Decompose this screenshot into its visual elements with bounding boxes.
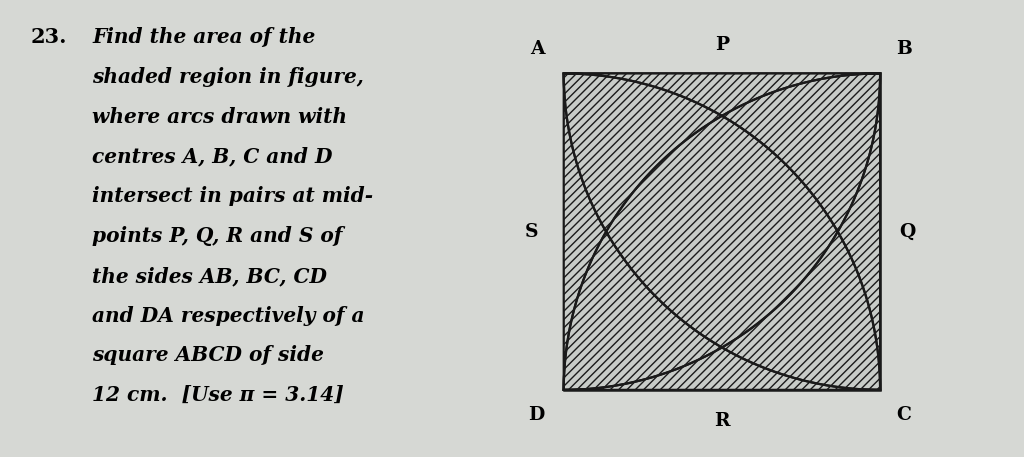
Text: A: A bbox=[530, 40, 545, 58]
Text: P: P bbox=[715, 37, 729, 54]
Text: Q: Q bbox=[899, 223, 915, 241]
Text: where arcs drawn with: where arcs drawn with bbox=[92, 107, 347, 127]
Text: centres A, B, C and D: centres A, B, C and D bbox=[92, 147, 333, 167]
Text: 12 cm.  [Use π = 3.14]: 12 cm. [Use π = 3.14] bbox=[92, 385, 344, 405]
Text: B: B bbox=[896, 40, 911, 58]
Text: 23.: 23. bbox=[31, 27, 68, 48]
Text: R: R bbox=[714, 412, 730, 430]
Text: points P, Q, R and S of: points P, Q, R and S of bbox=[92, 226, 343, 246]
Text: intersect in pairs at mid-: intersect in pairs at mid- bbox=[92, 186, 374, 207]
Text: square ABCD of side: square ABCD of side bbox=[92, 345, 325, 366]
Text: D: D bbox=[528, 406, 545, 424]
Text: shaded region in figure,: shaded region in figure, bbox=[92, 67, 365, 87]
Text: the sides AB, BC, CD: the sides AB, BC, CD bbox=[92, 266, 328, 286]
Text: S: S bbox=[525, 223, 539, 241]
Text: C: C bbox=[896, 406, 910, 424]
Text: and DA respectively of a: and DA respectively of a bbox=[92, 306, 365, 326]
Text: Find the area of the: Find the area of the bbox=[92, 27, 315, 48]
Polygon shape bbox=[564, 74, 880, 390]
